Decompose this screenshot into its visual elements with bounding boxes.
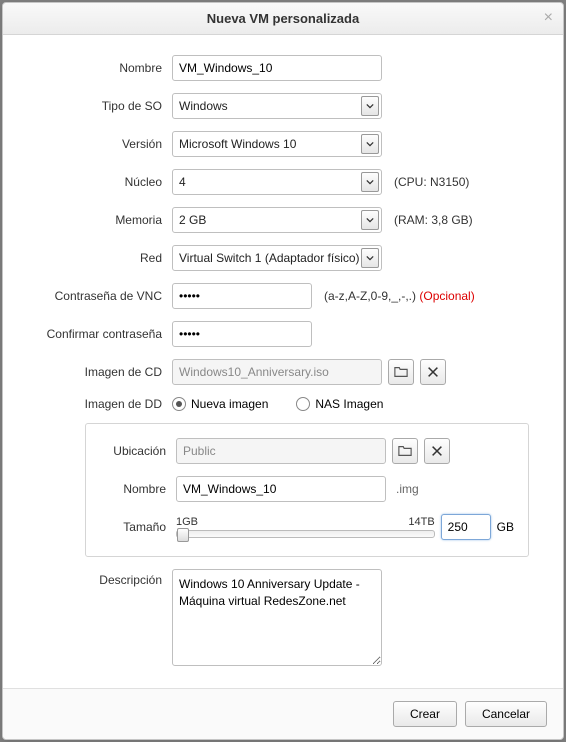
- chevron-down-icon: [361, 96, 379, 116]
- label-ostype: Tipo de SO: [37, 99, 172, 113]
- label-location: Ubicación: [94, 444, 176, 458]
- cd-image-input: [172, 359, 382, 385]
- slider-thumb[interactable]: [177, 528, 189, 542]
- label-ddimage: Imagen de DD: [37, 397, 172, 411]
- label-network: Red: [37, 251, 172, 265]
- x-icon: [430, 444, 444, 458]
- new-vm-dialog: Nueva VM personalizada × Nombre Tipo de …: [2, 2, 564, 740]
- size-input[interactable]: [441, 514, 491, 540]
- vnc-password-input[interactable]: [172, 283, 312, 309]
- ram-hint: (RAM: 3,8 GB): [394, 213, 473, 227]
- dialog-body: Nombre Tipo de SO Windows Versión Micros…: [3, 35, 563, 688]
- create-button[interactable]: Crear: [393, 701, 457, 727]
- chevron-down-icon: [361, 172, 379, 192]
- version-select[interactable]: Microsoft Windows 10: [172, 131, 382, 157]
- label-description: Descripción: [37, 569, 172, 587]
- titlebar: Nueva VM personalizada ×: [3, 3, 563, 35]
- size-unit: GB: [497, 520, 514, 534]
- dd-ext: .img: [396, 482, 419, 496]
- close-icon[interactable]: ×: [544, 9, 553, 27]
- x-icon: [426, 365, 440, 379]
- cpu-hint: (CPU: N3150): [394, 175, 469, 189]
- label-name: Nombre: [37, 61, 172, 75]
- slider-track[interactable]: [176, 530, 435, 538]
- network-select[interactable]: Virtual Switch 1 (Adaptador físico): [172, 245, 382, 271]
- size-slider[interactable]: 1GB 14TB: [176, 516, 435, 538]
- label-memory: Memoria: [37, 213, 172, 227]
- vnc-hint: (a-z,A-Z,0-9,_,-,.) (Opcional): [324, 289, 475, 303]
- slider-max-label: 14TB: [408, 516, 434, 528]
- radio-dot-icon: [172, 397, 186, 411]
- name-input[interactable]: [172, 55, 382, 81]
- location-input: [176, 438, 386, 464]
- ostype-select[interactable]: Windows: [172, 93, 382, 119]
- slider-min-label: 1GB: [176, 516, 198, 528]
- label-version: Versión: [37, 137, 172, 151]
- memory-select[interactable]: 2 GB: [172, 207, 382, 233]
- chevron-down-icon: [361, 248, 379, 268]
- dialog-title: Nueva VM personalizada: [207, 11, 359, 26]
- radio-dot-icon: [296, 397, 310, 411]
- chevron-down-icon: [361, 134, 379, 154]
- cancel-button[interactable]: Cancelar: [465, 701, 547, 727]
- browse-cd-button[interactable]: [388, 359, 414, 385]
- description-textarea[interactable]: Windows 10 Anniversary Update - Máquina …: [172, 569, 382, 666]
- core-select[interactable]: 4: [172, 169, 382, 195]
- clear-location-button[interactable]: [424, 438, 450, 464]
- clear-cd-button[interactable]: [420, 359, 446, 385]
- radio-nas-image[interactable]: NAS Imagen: [296, 397, 383, 411]
- label-size: Tamaño: [94, 520, 176, 534]
- label-ddname: Nombre: [94, 482, 176, 496]
- label-cdimage: Imagen de CD: [37, 365, 172, 379]
- folder-icon: [398, 444, 412, 458]
- browse-location-button[interactable]: [392, 438, 418, 464]
- dd-name-input[interactable]: [176, 476, 386, 502]
- label-vncpw: Contraseña de VNC: [37, 289, 172, 303]
- folder-icon: [394, 365, 408, 379]
- label-vncpw2: Confirmar contraseña: [37, 327, 172, 341]
- radio-new-image[interactable]: Nueva imagen: [172, 397, 268, 411]
- button-bar: Crear Cancelar: [3, 688, 563, 739]
- dd-image-panel: Ubicación Nombre .img: [85, 423, 529, 557]
- label-core: Núcleo: [37, 175, 172, 189]
- chevron-down-icon: [361, 210, 379, 230]
- vnc-password-confirm-input[interactable]: [172, 321, 312, 347]
